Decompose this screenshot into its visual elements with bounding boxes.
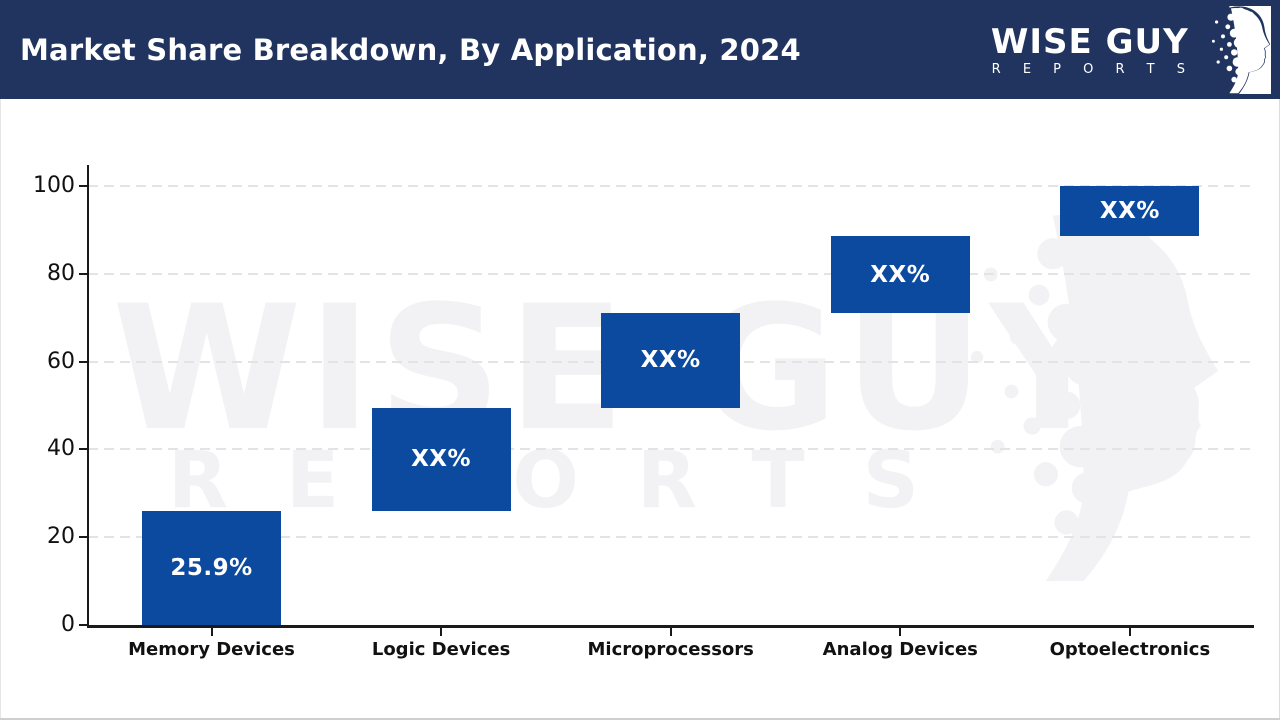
page-title: Market Share Breakdown, By Application, … (20, 32, 801, 67)
watermark-subword: REPORTS (168, 436, 977, 526)
y-axis-tick-label: 80 (47, 260, 75, 286)
gridline-100 (88, 185, 1254, 187)
brand-logo-text: WISE GUY R E P O R T S (986, 25, 1194, 76)
gridline-40 (88, 448, 1254, 451)
x-axis-tick (210, 628, 213, 636)
y-axis-line (87, 165, 89, 628)
y-axis-tick-label: 60 (47, 348, 75, 374)
x-axis-line (87, 625, 1254, 628)
bar-optoelectronics: XX% (1060, 186, 1200, 237)
y-axis-tick (79, 272, 87, 275)
y-axis-tick (79, 624, 87, 626)
x-axis-tick (440, 628, 443, 636)
x-axis-tick (669, 628, 672, 636)
y-axis-tick-label: 20 (47, 524, 75, 550)
y-axis-tick (79, 185, 87, 187)
x-axis-category-label: Logic Devices (371, 639, 511, 660)
bar-value-label: XX% (870, 261, 931, 288)
bar-logic-devices: XX% (371, 407, 511, 512)
x-axis-tick (899, 628, 902, 636)
y-axis-tick-label: 100 (33, 173, 75, 198)
x-axis-category-label: Memory Devices (128, 639, 295, 660)
brand-subname: R E P O R T S (991, 61, 1194, 77)
y-axis-tick (79, 448, 87, 451)
y-axis-tick-label: 40 (47, 436, 75, 462)
x-axis-category-label: Microprocessors (587, 639, 754, 660)
bar-value-label: XX% (640, 347, 701, 374)
y-axis-tick (79, 360, 87, 363)
gridline-80 (88, 272, 1254, 275)
x-axis-tick (1128, 628, 1131, 636)
gridline-20 (88, 536, 1254, 539)
bar-value-label: XX% (1099, 198, 1160, 225)
bar-value-label: 25.9% (170, 555, 253, 582)
brand-logo: WISE GUY R E P O R T S (986, 6, 1274, 94)
bar-value-label: XX% (411, 446, 472, 473)
bar-microprocessors: XX% (601, 313, 741, 408)
y-axis-tick (79, 536, 87, 539)
x-axis-category-label: Analog Devices (822, 639, 978, 660)
header-bar: Market Share Breakdown, By Application, … (0, 0, 1280, 99)
x-axis-category-label: Optoelectronics (1049, 639, 1211, 660)
brand-name: WISE GUY (990, 21, 1189, 62)
y-axis-tick-label: 0 (61, 612, 75, 637)
bar-analog-devices: XX% (830, 236, 970, 314)
brand-head-icon (1211, 6, 1271, 94)
bar-memory-devices: 25.9% (142, 511, 281, 625)
